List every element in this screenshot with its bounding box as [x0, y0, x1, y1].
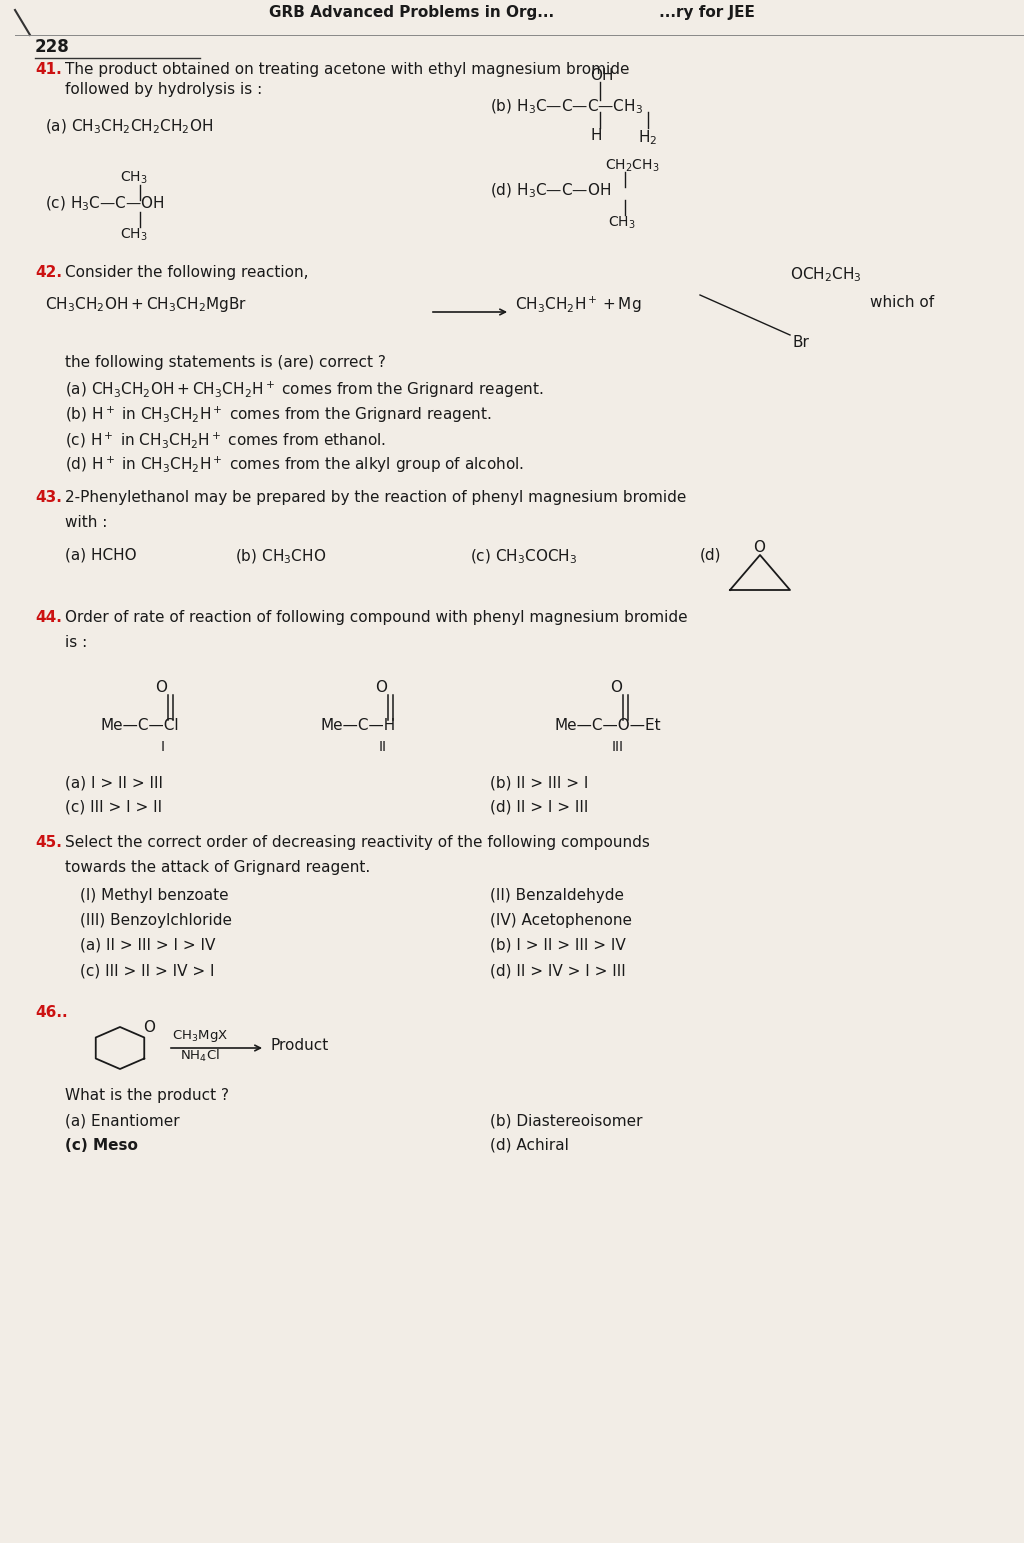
Text: (d) II > I > III: (d) II > I > III: [490, 799, 589, 815]
Text: Product: Product: [270, 1038, 329, 1052]
Text: What is the product ?: What is the product ?: [65, 1088, 229, 1103]
Text: 228: 228: [35, 39, 70, 56]
Text: H: H: [590, 128, 601, 143]
Text: (a) $\mathrm{CH_3CH_2OH + CH_3CH_2H^+}$ comes from the Grignard reagent.: (a) $\mathrm{CH_3CH_2OH + CH_3CH_2H^+}$ …: [65, 380, 544, 400]
Text: (II) Benzaldehyde: (II) Benzaldehyde: [490, 889, 624, 903]
Text: O: O: [143, 1020, 155, 1035]
Text: (c) III > II > IV > I: (c) III > II > IV > I: [80, 963, 214, 978]
Text: (b) $\mathrm{H_3C}$—C—C—$\mathrm{CH_3}$: (b) $\mathrm{H_3C}$—C—C—$\mathrm{CH_3}$: [490, 99, 643, 116]
Text: 45.: 45.: [35, 835, 61, 850]
Text: (I) Methyl benzoate: (I) Methyl benzoate: [80, 889, 228, 903]
Text: $\mathrm{CH_2CH_3}$: $\mathrm{CH_2CH_3}$: [605, 157, 659, 174]
Text: (c) $\mathrm{H_3C}$—C—OH: (c) $\mathrm{H_3C}$—C—OH: [45, 194, 165, 213]
Text: $\mathrm{CH_3MgX}$: $\mathrm{CH_3MgX}$: [172, 1028, 228, 1045]
Text: 43.: 43.: [35, 491, 61, 505]
Text: (IV) Acetophenone: (IV) Acetophenone: [490, 913, 632, 927]
Text: $\mathrm{CH_3}$: $\mathrm{CH_3}$: [120, 227, 147, 244]
Text: (c) H$^+$ in $\mathrm{CH_3CH_2H^+}$ comes from ethanol.: (c) H$^+$ in $\mathrm{CH_3CH_2H^+}$ come…: [65, 430, 386, 449]
Text: Br: Br: [793, 335, 810, 350]
Text: $\mathrm{OCH_2CH_3}$: $\mathrm{OCH_2CH_3}$: [790, 265, 861, 284]
Text: (d) Achiral: (d) Achiral: [490, 1139, 569, 1153]
Text: III: III: [612, 741, 624, 755]
Text: GRB Advanced Problems in Org...                    ...ry for JEE: GRB Advanced Problems in Org... ...ry fo…: [269, 5, 755, 20]
Text: (a) II > III > I > IV: (a) II > III > I > IV: [80, 938, 215, 954]
Text: the following statements is (are) correct ?: the following statements is (are) correc…: [65, 355, 386, 370]
Text: (a) $\mathrm{CH_3CH_2CH_2CH_2OH}$: (a) $\mathrm{CH_3CH_2CH_2CH_2OH}$: [45, 117, 213, 136]
Text: (III) Benzoylchloride: (III) Benzoylchloride: [80, 913, 232, 927]
Text: Consider the following reaction,: Consider the following reaction,: [65, 265, 308, 279]
Text: (b) II > III > I: (b) II > III > I: [490, 775, 589, 790]
Text: $\mathrm{NH_4Cl}$: $\mathrm{NH_4Cl}$: [180, 1048, 220, 1065]
Text: (b) $\mathrm{CH_3CHO}$: (b) $\mathrm{CH_3CHO}$: [234, 548, 327, 566]
Text: O: O: [375, 680, 387, 694]
Text: Order of rate of reaction of following compound with phenyl magnesium bromide: Order of rate of reaction of following c…: [65, 609, 688, 625]
Text: O: O: [155, 680, 167, 694]
Text: $\mathrm{CH_3CH_2OH + CH_3CH_2MgBr}$: $\mathrm{CH_3CH_2OH + CH_3CH_2MgBr}$: [45, 295, 247, 313]
Text: $\mathrm{CH_3CH_2H^+ + Mg}$: $\mathrm{CH_3CH_2H^+ + Mg}$: [515, 295, 641, 315]
Text: with :: with :: [65, 515, 108, 529]
Text: (d) H$^+$ in $\mathrm{CH_3CH_2H^+}$ comes from the alkyl group of alcohol.: (d) H$^+$ in $\mathrm{CH_3CH_2H^+}$ come…: [65, 455, 524, 475]
Text: (c) Meso: (c) Meso: [65, 1139, 138, 1153]
Text: 41.: 41.: [35, 62, 61, 77]
Text: 46..: 46..: [35, 1004, 68, 1020]
Text: Me—C—O—Et: Me—C—O—Et: [555, 717, 662, 733]
Text: (d): (d): [700, 548, 722, 563]
Text: (c) III > I > II: (c) III > I > II: [65, 799, 162, 815]
Text: (a) HCHO: (a) HCHO: [65, 548, 136, 563]
Text: The product obtained on treating acetone with ethyl magnesium bromide: The product obtained on treating acetone…: [65, 62, 630, 77]
Text: which of: which of: [870, 295, 934, 310]
Text: II: II: [379, 741, 387, 755]
Text: Me—C—Cl: Me—C—Cl: [100, 717, 178, 733]
Text: (d) $\mathrm{H_3C}$—C—OH: (d) $\mathrm{H_3C}$—C—OH: [490, 182, 611, 201]
Text: 44.: 44.: [35, 609, 61, 625]
Text: H$_2$: H$_2$: [638, 128, 657, 147]
Text: 42.: 42.: [35, 265, 62, 279]
Text: 2-Phenylethanol may be prepared by the reaction of phenyl magnesium bromide: 2-Phenylethanol may be prepared by the r…: [65, 491, 686, 505]
Text: (b) Diastereoisomer: (b) Diastereoisomer: [490, 1113, 642, 1128]
Text: towards the attack of Grignard reagent.: towards the attack of Grignard reagent.: [65, 859, 371, 875]
Text: $\mathrm{CH_3}$: $\mathrm{CH_3}$: [608, 214, 636, 231]
Text: (c) $\mathrm{CH_3COCH_3}$: (c) $\mathrm{CH_3COCH_3}$: [470, 548, 578, 566]
Text: $\mathrm{CH_3}$: $\mathrm{CH_3}$: [120, 170, 147, 187]
Text: O: O: [610, 680, 622, 694]
Text: (d) II > IV > I > III: (d) II > IV > I > III: [490, 963, 626, 978]
Text: (a) Enantiomer: (a) Enantiomer: [65, 1113, 179, 1128]
Text: (b) H$^+$ in $\mathrm{CH_3CH_2H^+}$ comes from the Grignard reagent.: (b) H$^+$ in $\mathrm{CH_3CH_2H^+}$ come…: [65, 404, 492, 426]
Text: (b) I > II > III > IV: (b) I > II > III > IV: [490, 938, 626, 954]
Text: O: O: [753, 540, 765, 555]
Text: is :: is :: [65, 636, 87, 650]
Text: I: I: [161, 741, 165, 755]
Text: (a) I > II > III: (a) I > II > III: [65, 775, 163, 790]
Text: Me—C—H: Me—C—H: [319, 717, 395, 733]
Text: followed by hydrolysis is :: followed by hydrolysis is :: [65, 82, 262, 97]
Text: OH: OH: [590, 68, 613, 83]
Text: Select the correct order of decreasing reactivity of the following compounds: Select the correct order of decreasing r…: [65, 835, 650, 850]
